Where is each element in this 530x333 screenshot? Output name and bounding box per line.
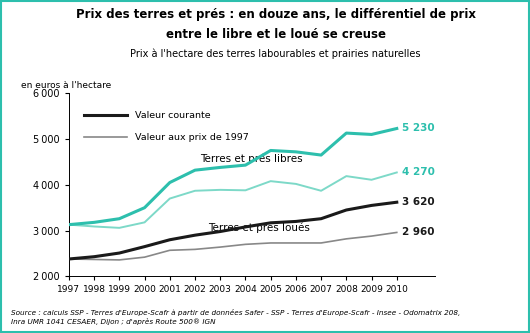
Text: 3 620: 3 620 [402,197,435,207]
Text: entre le libre et le loué se creuse: entre le libre et le loué se creuse [165,28,386,41]
Text: 5 230: 5 230 [402,124,435,134]
Text: Terres et prés loués: Terres et prés loués [208,222,310,233]
Text: Prix à l'hectare des terres labourables et prairies naturelles: Prix à l'hectare des terres labourables … [130,48,421,59]
Text: Terres et prés libres: Terres et prés libres [200,154,303,165]
Text: Valeur aux prix de 1997: Valeur aux prix de 1997 [135,133,249,142]
Text: Valeur courante: Valeur courante [135,111,210,120]
Text: Source : calculs SSP - Terres d'Europe-Scafr à partir de données Safer - SSP - T: Source : calculs SSP - Terres d'Europe-S… [11,309,460,325]
Text: 2 960: 2 960 [402,227,434,237]
Text: en euros à l'hectare: en euros à l'hectare [21,81,112,90]
Text: Prix des terres et prés : en douze ans, le différentiel de prix: Prix des terres et prés : en douze ans, … [76,8,475,21]
Text: 4 270: 4 270 [402,167,435,177]
